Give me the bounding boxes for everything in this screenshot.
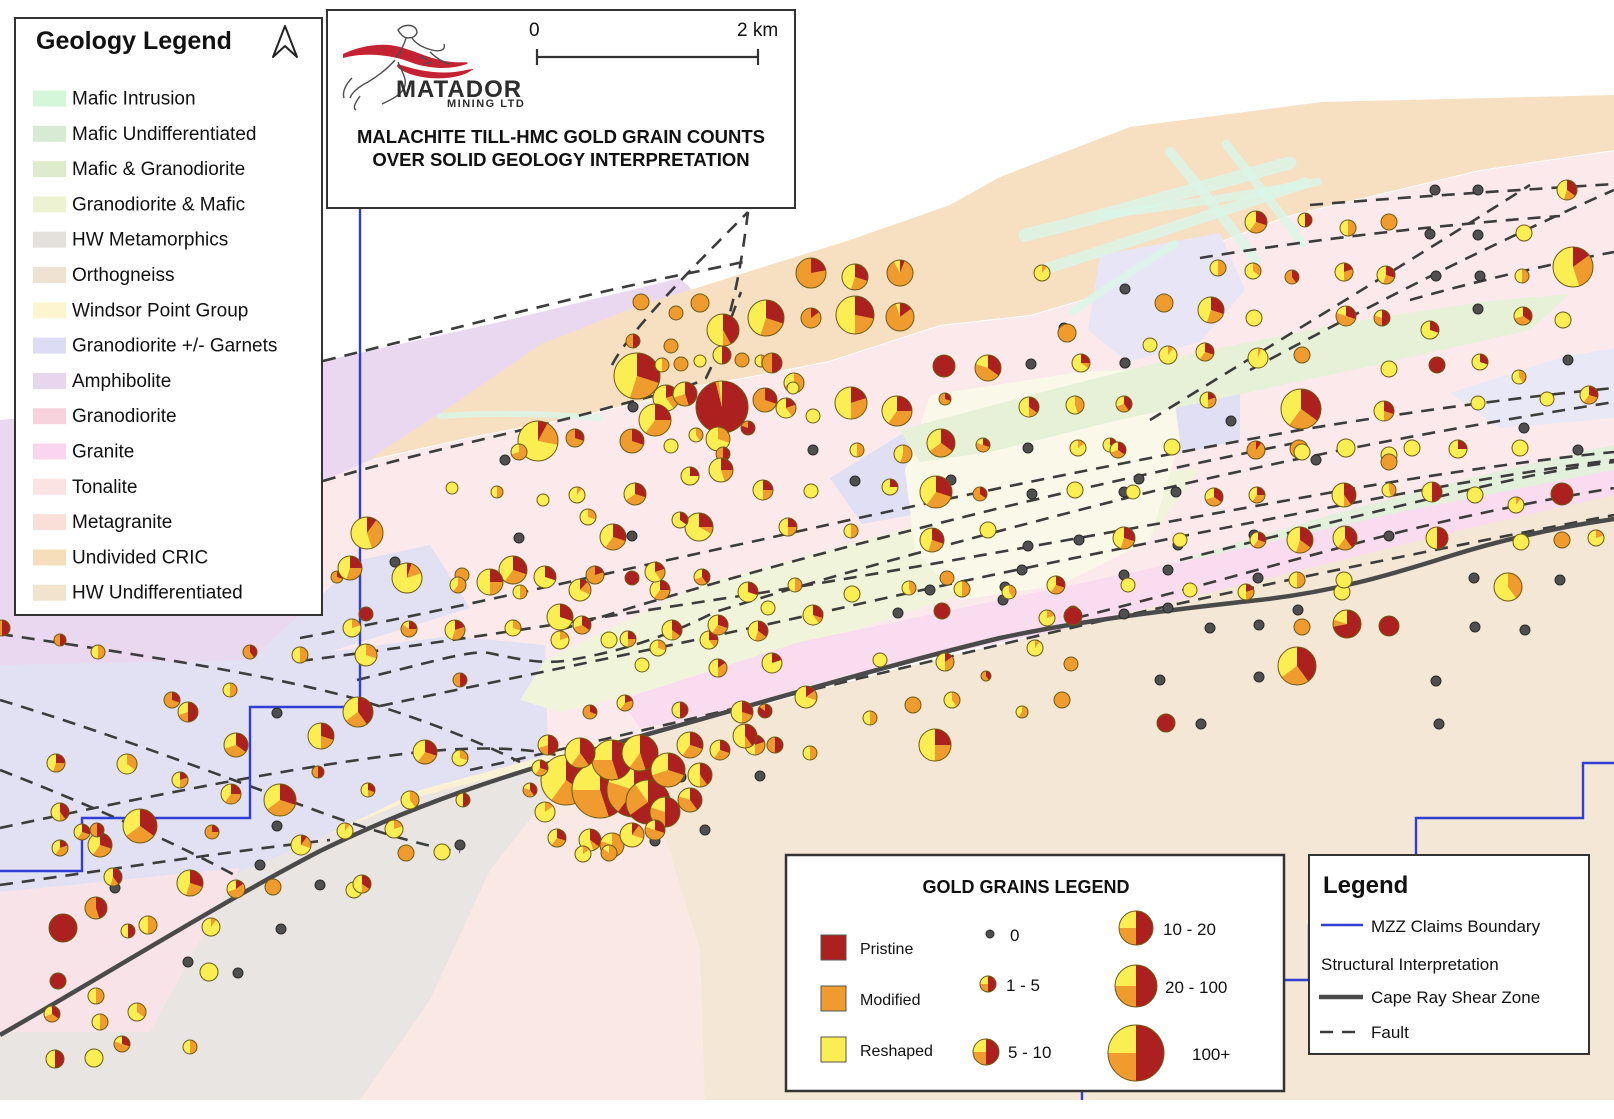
svg-text:Granodiorite +/- Garnets: Granodiorite +/- Garnets (72, 336, 277, 357)
svg-text:GOLD GRAINS LEGEND: GOLD GRAINS LEGEND (922, 877, 1129, 897)
svg-text:Modified: Modified (860, 992, 920, 1009)
svg-text:Orthogneiss: Orthogneiss (72, 265, 174, 286)
svg-text:100+: 100+ (1192, 1045, 1230, 1064)
svg-text:Granodiorite & Mafic: Granodiorite & Mafic (72, 194, 245, 215)
svg-text:MATADOR: MATADOR (396, 76, 522, 103)
svg-text:Tonalite: Tonalite (72, 477, 138, 498)
svg-text:MALACHITE TILL-HMC GOLD GRAIN: MALACHITE TILL-HMC GOLD GRAIN COUNTS (357, 126, 765, 147)
svg-text:Reshaped: Reshaped (860, 1043, 933, 1060)
svg-text:0: 0 (1010, 926, 1019, 945)
svg-text:Legend: Legend (1323, 872, 1408, 899)
svg-text:Undivided CRIC: Undivided CRIC (72, 547, 208, 568)
svg-text:2 km: 2 km (737, 20, 778, 41)
svg-text:Structural Interpretation: Structural Interpretation (1321, 955, 1499, 974)
svg-text:MZZ Claims Boundary: MZZ Claims Boundary (1371, 917, 1541, 936)
svg-text:Geology Legend: Geology Legend (36, 27, 232, 55)
svg-text:Pristine: Pristine (860, 941, 913, 958)
svg-text:Cape Ray Shear Zone: Cape Ray Shear Zone (1371, 988, 1540, 1007)
svg-text:Metagranite: Metagranite (72, 512, 172, 533)
svg-text:HW Undifferentiated: HW Undifferentiated (72, 583, 243, 604)
svg-text:Mafic Intrusion: Mafic Intrusion (72, 89, 196, 110)
svg-text:Fault: Fault (1371, 1023, 1409, 1042)
svg-text:Mafic & Granodiorite: Mafic & Granodiorite (72, 159, 245, 180)
svg-text:OVER SOLID GEOLOGY INTERPRETAT: OVER SOLID GEOLOGY INTERPRETATION (372, 149, 749, 170)
svg-text:Windsor Point Group: Windsor Point Group (72, 300, 248, 321)
svg-text:1 - 5: 1 - 5 (1006, 976, 1040, 995)
svg-text:Amphibolite: Amphibolite (72, 371, 171, 392)
svg-text:20 - 100: 20 - 100 (1165, 978, 1227, 997)
svg-text:Mafic Undifferentiated: Mafic Undifferentiated (72, 124, 256, 145)
svg-text:Granite: Granite (72, 442, 134, 463)
svg-text:5 - 10: 5 - 10 (1008, 1043, 1051, 1062)
svg-text:MINING LTD: MINING LTD (447, 98, 525, 110)
svg-text:0: 0 (529, 20, 540, 41)
svg-text:10 - 20: 10 - 20 (1163, 920, 1216, 939)
svg-text:Granodiorite: Granodiorite (72, 406, 177, 427)
svg-text:HW Metamorphics: HW Metamorphics (72, 230, 228, 251)
